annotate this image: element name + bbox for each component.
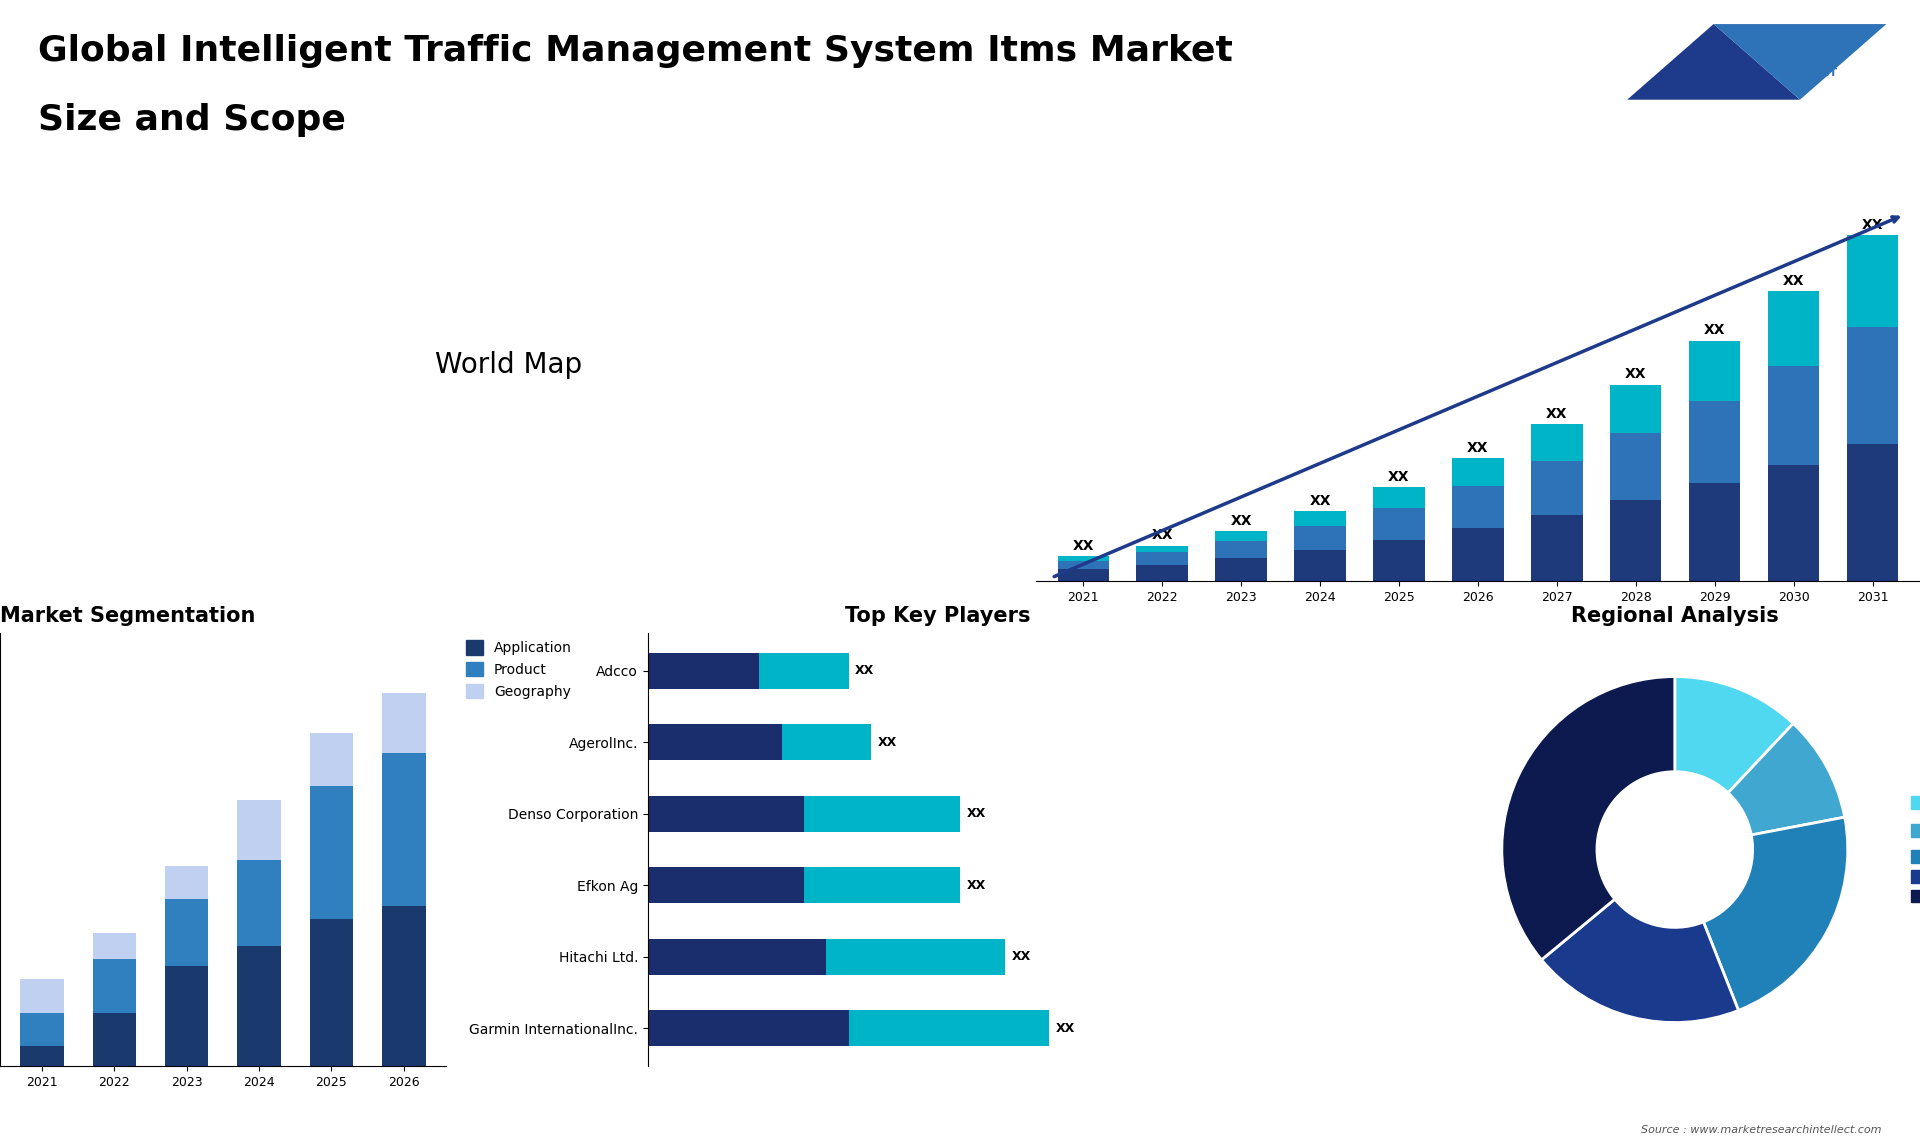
Bar: [1373, 508, 1425, 540]
Bar: [1690, 484, 1740, 581]
Text: XX: XX: [877, 736, 897, 748]
Bar: [1847, 327, 1899, 444]
Bar: [1294, 526, 1346, 550]
Wedge shape: [1703, 817, 1847, 1011]
Bar: [1137, 545, 1188, 552]
Bar: [1847, 444, 1899, 581]
Bar: [1530, 424, 1582, 462]
Bar: [760, 653, 849, 689]
Text: Global Intelligent Traffic Management System Itms Market: Global Intelligent Traffic Management Sy…: [38, 34, 1233, 69]
Bar: [1530, 515, 1582, 581]
Bar: [849, 1011, 1048, 1046]
Bar: [92, 933, 136, 959]
Bar: [647, 724, 781, 760]
Bar: [21, 1046, 63, 1066]
Bar: [1452, 528, 1503, 581]
Bar: [804, 868, 960, 903]
Bar: [21, 980, 63, 1013]
Bar: [1058, 557, 1110, 560]
Bar: [1452, 486, 1503, 528]
Bar: [238, 947, 280, 1066]
Bar: [647, 939, 826, 974]
Bar: [382, 906, 426, 1066]
Bar: [1530, 462, 1582, 515]
Text: XX: XX: [1624, 368, 1647, 382]
Text: Market Segmentation: Market Segmentation: [0, 606, 255, 626]
Bar: [647, 1011, 849, 1046]
Bar: [1768, 465, 1820, 581]
Bar: [1373, 540, 1425, 581]
Bar: [647, 868, 804, 903]
Text: XX: XX: [1388, 470, 1409, 484]
Bar: [1215, 541, 1267, 558]
Bar: [1373, 487, 1425, 508]
Bar: [1768, 367, 1820, 465]
Text: XX: XX: [1546, 407, 1567, 421]
Wedge shape: [1674, 676, 1793, 793]
Bar: [1294, 511, 1346, 526]
Wedge shape: [1501, 676, 1674, 960]
Bar: [1058, 560, 1110, 568]
Text: XX: XX: [854, 665, 874, 677]
Bar: [826, 939, 1004, 974]
Text: XX: XX: [1703, 323, 1726, 337]
Bar: [1452, 458, 1503, 486]
Wedge shape: [1542, 900, 1738, 1022]
Bar: [165, 866, 209, 900]
Text: XX: XX: [1012, 950, 1031, 964]
Text: MARKET
RESEARCH
INTELLECT: MARKET RESEARCH INTELLECT: [1770, 46, 1837, 78]
Bar: [1137, 565, 1188, 581]
Bar: [1768, 291, 1820, 367]
Text: XX: XX: [1056, 1022, 1075, 1035]
Bar: [1847, 235, 1899, 327]
Bar: [92, 959, 136, 1013]
Bar: [804, 796, 960, 832]
Text: XX: XX: [966, 807, 987, 821]
Bar: [1137, 552, 1188, 565]
Bar: [165, 966, 209, 1066]
Text: XX: XX: [1309, 494, 1331, 508]
Bar: [21, 1013, 63, 1046]
Bar: [309, 733, 353, 786]
Bar: [1690, 401, 1740, 484]
Bar: [1215, 532, 1267, 541]
Polygon shape: [1713, 24, 1885, 100]
Text: XX: XX: [1784, 274, 1805, 288]
Title: Top Key Players: Top Key Players: [845, 606, 1031, 626]
Bar: [1611, 500, 1661, 581]
Text: Size and Scope: Size and Scope: [38, 103, 346, 138]
Bar: [647, 653, 760, 689]
Polygon shape: [1628, 24, 1801, 100]
Wedge shape: [1728, 723, 1845, 835]
Text: XX: XX: [1231, 515, 1252, 528]
Bar: [238, 860, 280, 947]
Bar: [382, 753, 426, 906]
Legend: Latin America, Middle East &
Africa, Asia Pacific, Europe, North America: Latin America, Middle East & Africa, Asi…: [1907, 791, 1920, 909]
Bar: [1215, 558, 1267, 581]
Bar: [647, 796, 804, 832]
Title: Regional Analysis: Regional Analysis: [1571, 606, 1778, 626]
Bar: [1058, 568, 1110, 581]
Text: World Map: World Map: [434, 351, 582, 379]
Text: Source : www.marketresearchintellect.com: Source : www.marketresearchintellect.com: [1642, 1124, 1882, 1135]
Bar: [1690, 340, 1740, 401]
Bar: [1294, 550, 1346, 581]
Legend: Application, Product, Geography: Application, Product, Geography: [467, 641, 572, 699]
Bar: [92, 1013, 136, 1066]
Text: XX: XX: [1152, 528, 1173, 542]
Text: XX: XX: [1862, 218, 1884, 233]
Text: XX: XX: [1073, 539, 1094, 554]
Bar: [309, 919, 353, 1066]
Bar: [309, 786, 353, 919]
Bar: [238, 800, 280, 860]
Bar: [1611, 433, 1661, 500]
Text: XX: XX: [966, 879, 987, 892]
Bar: [781, 724, 872, 760]
Text: XX: XX: [1467, 441, 1488, 455]
Bar: [1611, 385, 1661, 433]
Bar: [382, 693, 426, 753]
Bar: [165, 900, 209, 966]
